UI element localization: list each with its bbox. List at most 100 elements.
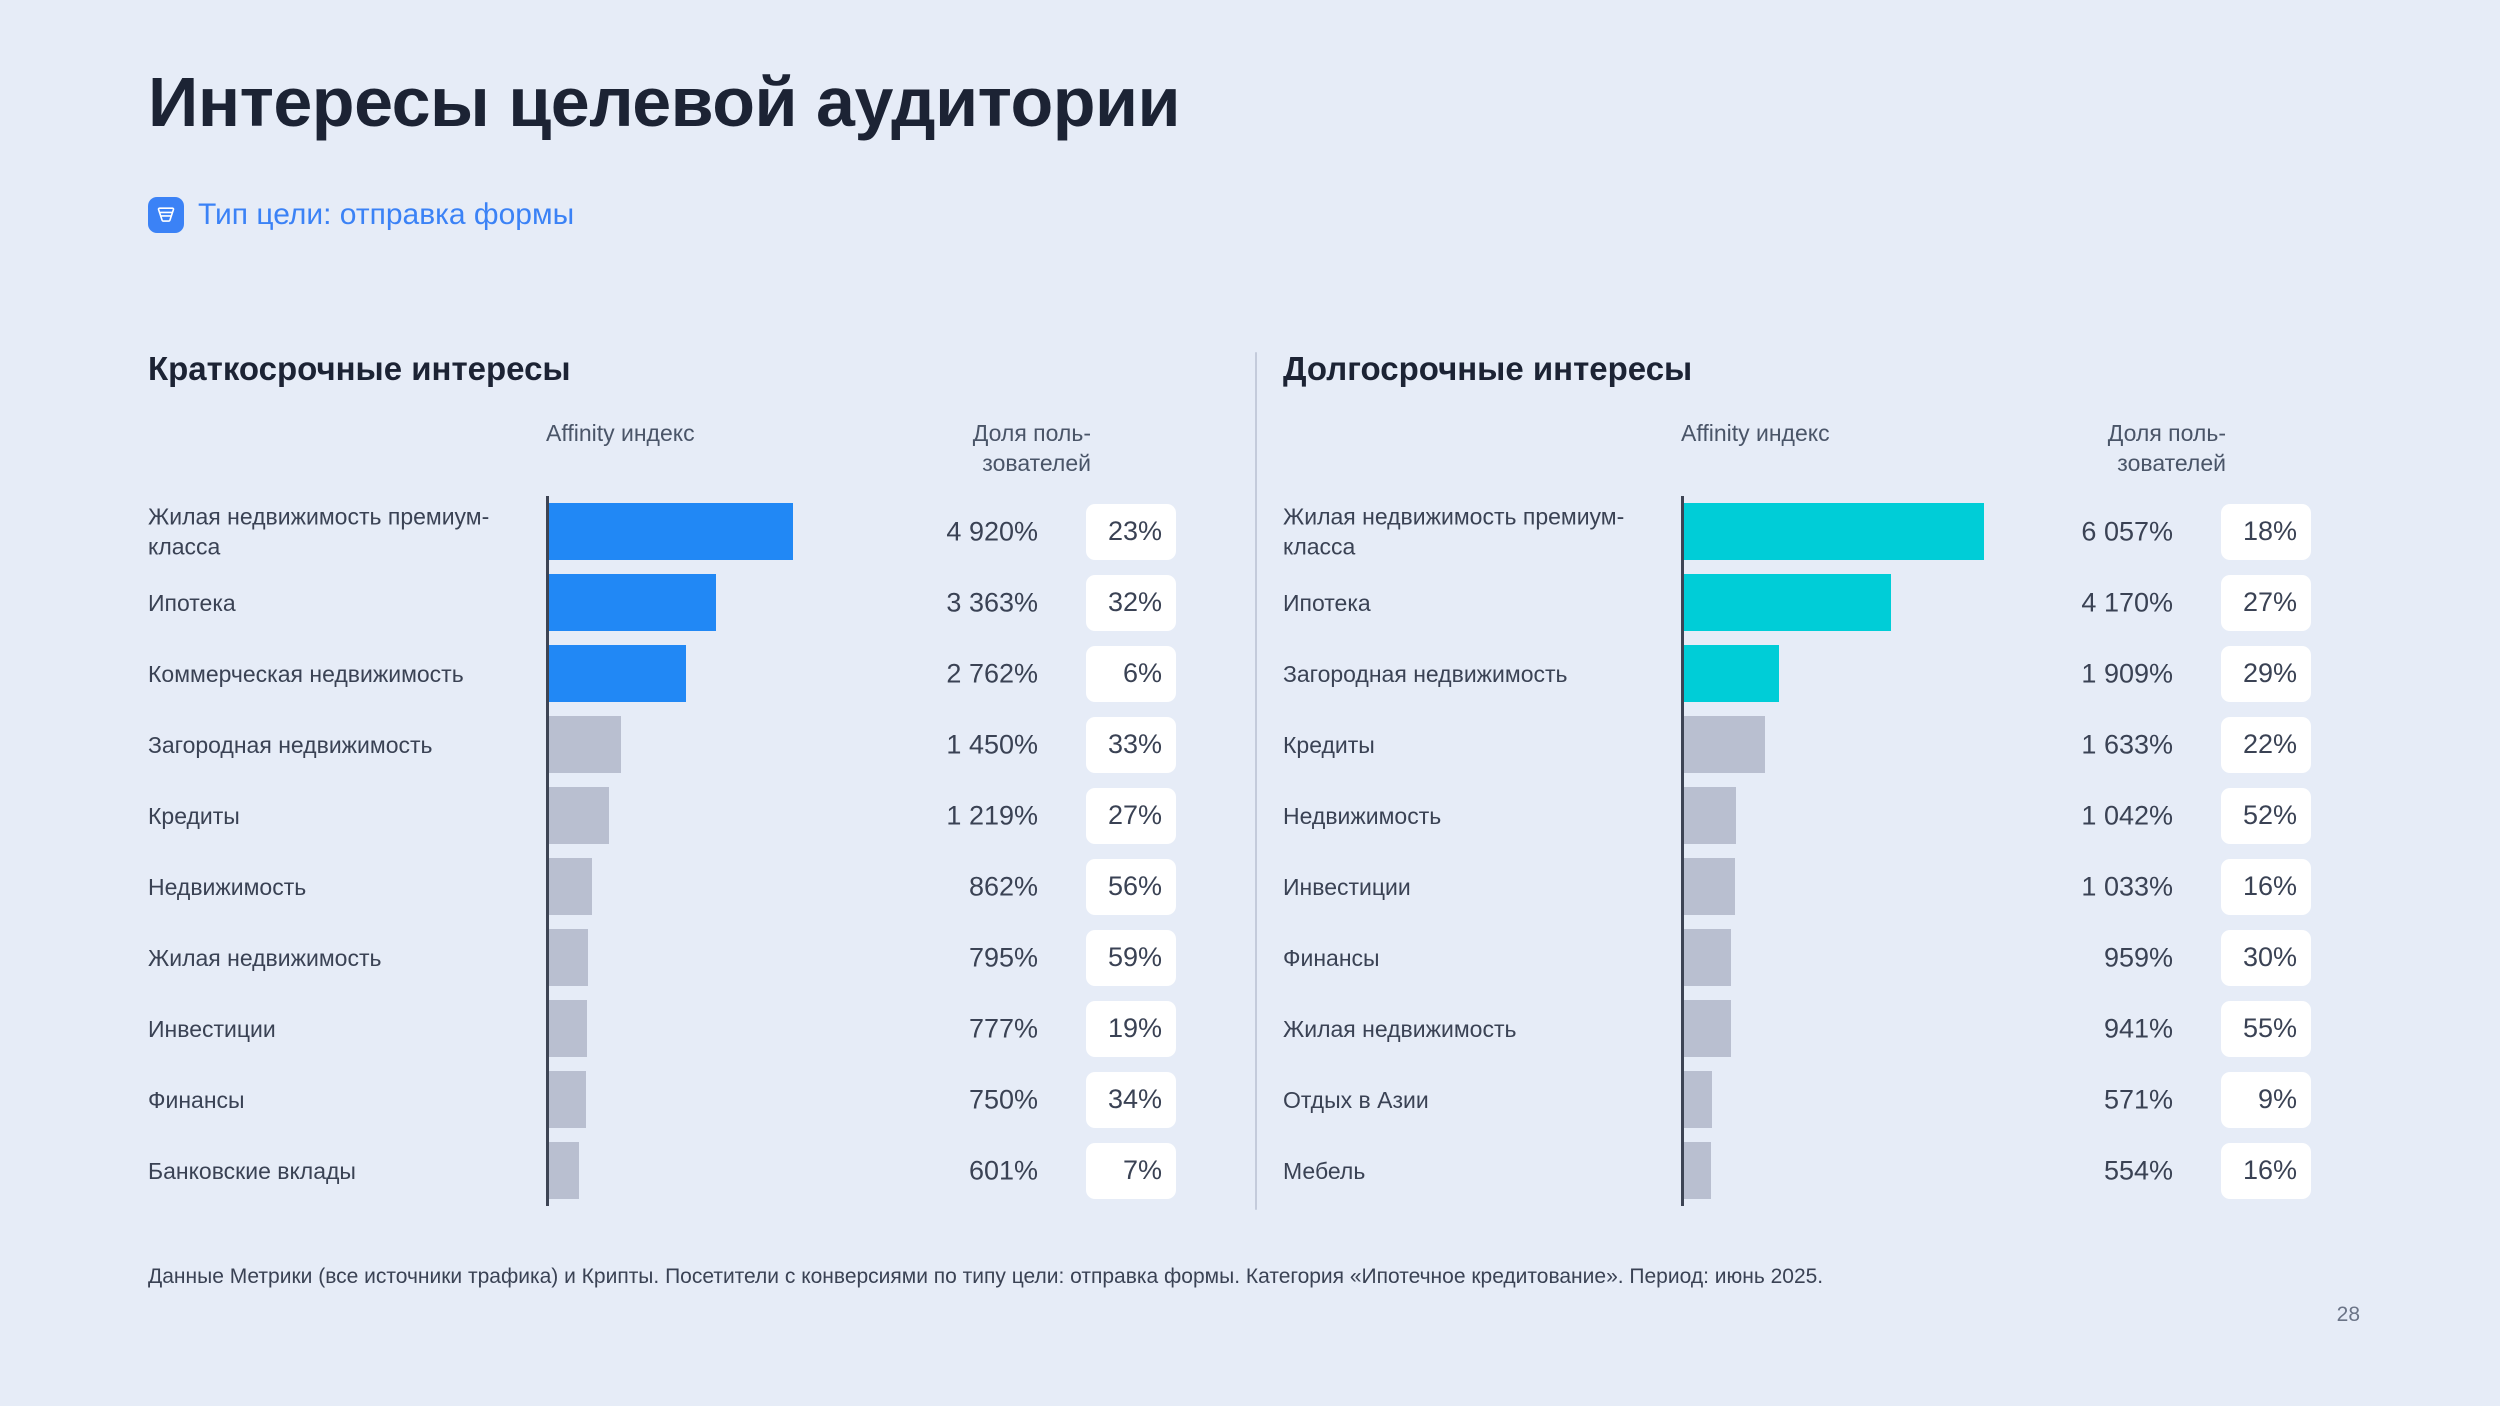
chart-row: Жилая недвижимость премиум-класса 6 057% 1… [1283,496,2343,567]
affinity-bar [549,574,716,631]
bar-cell [546,922,876,993]
axis-line [1681,851,1684,922]
user-share-badge: 56% [1086,858,1176,915]
axis-line [1681,993,1684,1064]
row-category-label: Инвестиции [1283,873,1411,900]
affinity-bar [549,929,589,986]
panel-long-term: Долгосрочные интересы Affinity индекс До… [1283,350,2343,1206]
bar-cell [546,780,876,851]
bar-cell [1681,638,2011,709]
axis-line [546,496,549,567]
axis-line [1681,1064,1684,1135]
affinity-value: 1 909% [2081,658,2173,688]
axis-line [546,1064,549,1135]
affinity-bar [1684,1142,1712,1199]
affinity-bar [549,645,686,702]
goal-type-label: Тип цели: отправка формы [198,198,575,231]
axis-line [1681,567,1684,638]
affinity-bar [1684,716,1765,773]
bar-cell [1681,993,2011,1064]
axis-line [1681,780,1684,851]
affinity-bar [549,716,621,773]
axis-line [546,709,549,780]
axis-line [546,780,549,851]
user-share-badge: 34% [1086,1071,1176,1128]
axis-line [546,851,549,922]
affinity-bar [1684,645,1779,702]
bar-cell [1681,851,2011,922]
chart-row: Отдых в Азии 571% 9% [1283,1064,2343,1135]
chart-row: Жилая недвижимость 795% 59% [148,922,1208,993]
row-category-label: Инвестиции [148,1015,276,1042]
row-category-label: Жилая недвижимость [148,944,382,971]
user-share-badge: 9% [2221,1071,2311,1128]
user-share-badge: 27% [2221,574,2311,631]
user-share-badge: 55% [2221,1000,2311,1057]
bar-cell [1681,1064,2011,1135]
panel-title-long-term: Долгосрочные интересы [1283,350,1693,387]
user-share-badge: 19% [1086,1000,1176,1057]
affinity-bar [549,1071,587,1128]
chart-row: Инвестиции 1 033% 16% [1283,851,2343,922]
row-category-label: Отдых в Азии [1283,1086,1429,1113]
affinity-value: 1 219% [946,800,1038,830]
row-category-label: Финансы [1283,944,1380,971]
affinity-bar [1684,858,1736,915]
affinity-bar [549,1142,579,1199]
chart-row: Недвижимость 862% 56% [148,851,1208,922]
axis-line [546,638,549,709]
user-share-badge: 32% [1086,574,1176,631]
user-share-badge: 30% [2221,929,2311,986]
affinity-bar [549,1000,588,1057]
bar-cell [1681,496,2011,567]
axis-line [1681,1135,1684,1206]
chart-row: Мебель 554% 16% [1283,1135,2343,1206]
affinity-value: 959% [2103,942,2173,972]
affinity-value: 941% [2103,1013,2173,1043]
affinity-value: 554% [2103,1155,2173,1185]
chart-row: Загородная недвижимость 1 450% 33% [148,709,1208,780]
panel-short-term: Краткосрочные интересы Affinity индекс Д… [148,350,1208,1206]
affinity-bar [549,858,592,915]
chart-row: Ипотека 3 363% 32% [148,567,1208,638]
affinity-value: 1 450% [946,729,1038,759]
goal-type-row: Тип цели: отправка формы [148,197,574,233]
rows-long-term: Жилая недвижимость премиум-класса 6 057% 1… [1283,496,2343,1206]
chart-row: Ипотека 4 170% 27% [1283,567,2343,638]
axis-line [546,567,549,638]
row-category-label: Жилая недвижимость [1283,1015,1517,1042]
axis-line [1681,496,1684,567]
row-category-label: Ипотека [148,589,236,616]
user-share-badge: 16% [2221,1142,2311,1199]
affinity-bar [549,503,793,560]
row-category-label: Финансы [148,1086,245,1113]
user-share-badge: 59% [1086,929,1176,986]
affinity-value: 1 633% [2081,729,2173,759]
affinity-value: 4 170% [2081,587,2173,617]
axis-line [1681,638,1684,709]
column-header-share-line2: зователей [2117,450,2226,477]
bar-cell [546,638,876,709]
chart-row: Коммерческая недвижимость 2 762% 6% [148,638,1208,709]
row-category-label: Коммерческая недвижимость [148,660,464,687]
row-category-label: Ипотека [1283,589,1371,616]
user-share-badge: 6% [1086,645,1176,702]
rows-short-term: Жилая недвижимость премиум-класса 4 920% 2… [148,496,1208,1206]
bar-cell [1681,709,2011,780]
affinity-value: 2 762% [946,658,1038,688]
column-headers-left: Affinity индекс Доля поль- зователей [148,418,1208,496]
chart-row: Финансы 750% 34% [148,1064,1208,1135]
user-share-badge: 33% [1086,716,1176,773]
affinity-value: 601% [968,1155,1038,1185]
affinity-value: 3 363% [946,587,1038,617]
column-header-share-line2: зователей [982,450,1091,477]
user-share-badge: 23% [1086,503,1176,560]
affinity-value: 1 033% [2081,871,2173,901]
affinity-bar [1684,1071,1713,1128]
bar-cell [546,1135,876,1206]
bar-cell [1681,922,2011,993]
axis-line [1681,922,1684,993]
page-number: 28 [2336,1303,2360,1326]
chart-row: Жилая недвижимость премиум-класса 4 920% 2… [148,496,1208,567]
